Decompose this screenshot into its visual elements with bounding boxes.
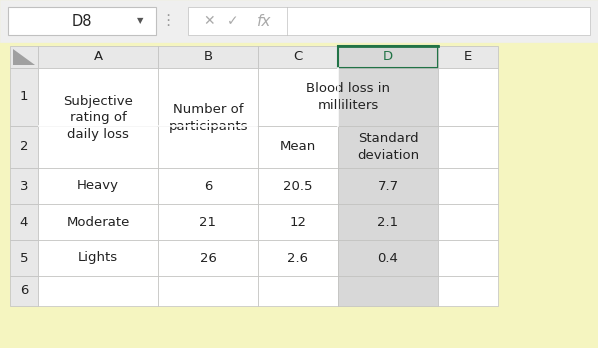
Text: 7.7: 7.7: [377, 180, 398, 192]
Bar: [338, 168, 438, 204]
Bar: [258, 68, 338, 126]
Bar: [0, 0, 598, 42]
Bar: [10, 68, 38, 126]
Text: Heavy: Heavy: [77, 180, 119, 192]
Bar: [258, 240, 338, 276]
Text: Blood loss in
milliliters: Blood loss in milliliters: [306, 82, 390, 112]
Bar: [38, 240, 158, 276]
Text: E: E: [464, 50, 472, 63]
Polygon shape: [13, 49, 35, 65]
Text: 1: 1: [20, 90, 28, 103]
Bar: [158, 68, 258, 126]
Text: 5: 5: [20, 252, 28, 264]
Text: ⋮: ⋮: [160, 14, 176, 29]
Bar: [158, 240, 258, 276]
Text: 2.1: 2.1: [377, 215, 398, 229]
Bar: [158, 126, 258, 168]
Text: 2: 2: [20, 141, 28, 153]
Bar: [258, 204, 338, 240]
Text: 26: 26: [200, 252, 216, 264]
Bar: [158, 46, 258, 68]
Text: fx: fx: [257, 14, 271, 29]
Text: ✓: ✓: [227, 14, 238, 28]
Bar: [38, 126, 158, 168]
Bar: [188, 7, 590, 35]
Bar: [158, 204, 258, 240]
Bar: [10, 204, 38, 240]
Bar: [338, 276, 438, 306]
Text: 6: 6: [204, 180, 212, 192]
Bar: [438, 68, 498, 126]
Bar: [38, 276, 158, 306]
Bar: [10, 168, 38, 204]
Text: ✕: ✕: [203, 14, 215, 28]
Text: Standard
deviation: Standard deviation: [357, 132, 419, 162]
Text: C: C: [294, 50, 303, 63]
Bar: [258, 46, 338, 68]
Bar: [10, 276, 38, 306]
Bar: [0, 306, 598, 348]
Text: Mean: Mean: [280, 141, 316, 153]
Bar: [438, 168, 498, 204]
Bar: [338, 46, 438, 68]
Bar: [438, 46, 498, 68]
Text: Moderate: Moderate: [66, 215, 130, 229]
Bar: [10, 46, 38, 68]
Bar: [438, 204, 498, 240]
Text: Subjective
rating of
daily loss: Subjective rating of daily loss: [63, 95, 133, 141]
Text: ▼: ▼: [137, 16, 144, 25]
Text: D8: D8: [72, 14, 92, 29]
Text: 3: 3: [20, 180, 28, 192]
Bar: [38, 168, 158, 204]
Text: 0.4: 0.4: [377, 252, 398, 264]
Bar: [338, 204, 438, 240]
Bar: [438, 276, 498, 306]
Text: 4: 4: [20, 215, 28, 229]
Text: 6: 6: [20, 285, 28, 298]
Bar: [258, 276, 338, 306]
Bar: [258, 126, 338, 168]
Text: 2.6: 2.6: [288, 252, 309, 264]
Text: A: A: [93, 50, 103, 63]
Text: 20.5: 20.5: [283, 180, 313, 192]
Text: Lights: Lights: [78, 252, 118, 264]
Bar: [38, 46, 158, 68]
Bar: [38, 68, 158, 126]
Text: Number of
participants: Number of participants: [168, 103, 248, 133]
Text: 21: 21: [200, 215, 216, 229]
Text: D: D: [383, 50, 393, 63]
Bar: [158, 168, 258, 204]
Bar: [338, 126, 438, 168]
Bar: [10, 126, 38, 168]
Bar: [258, 168, 338, 204]
Text: B: B: [203, 50, 212, 63]
Bar: [10, 240, 38, 276]
Text: 12: 12: [289, 215, 307, 229]
Bar: [338, 68, 438, 126]
Bar: [8, 7, 156, 35]
Bar: [338, 240, 438, 276]
Bar: [438, 240, 498, 276]
Bar: [438, 126, 498, 168]
Bar: [38, 204, 158, 240]
Bar: [158, 276, 258, 306]
